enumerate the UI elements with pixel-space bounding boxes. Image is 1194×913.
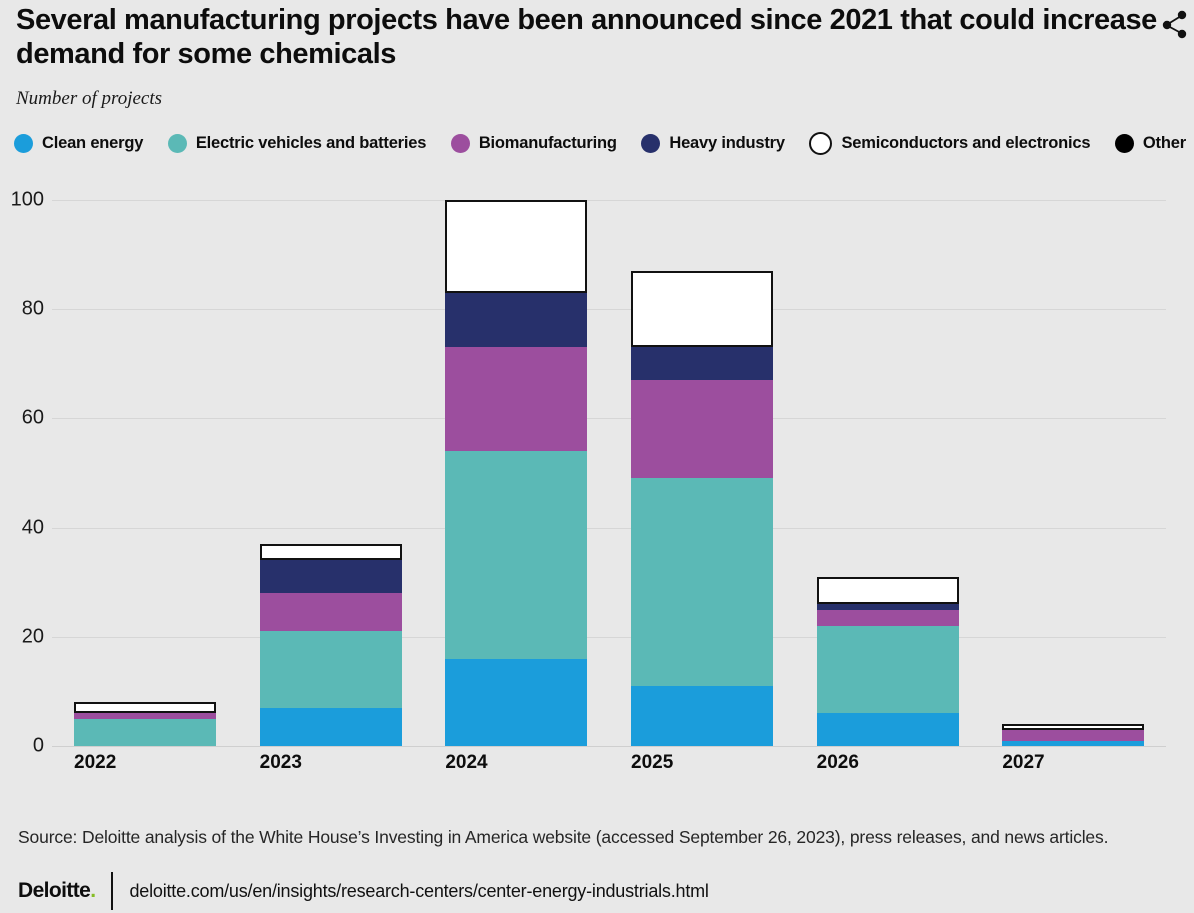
- footer-bar: Deloitte. deloitte.com/us/en/insights/re…: [18, 872, 709, 910]
- gridline-0: [52, 746, 1166, 747]
- bar-segment-2025-2[interactable]: [631, 380, 773, 479]
- legend-item-4[interactable]: Semiconductors and electronics: [809, 131, 1091, 155]
- bar-segment-2023-1[interactable]: [259, 631, 402, 708]
- gridline-20: [52, 636, 1166, 638]
- legend-swatch-icon: [167, 133, 187, 153]
- legend-item-label: Heavy industry: [669, 133, 785, 152]
- bar-stack-2024[interactable]: [445, 200, 588, 746]
- legend-item-label: Other: [1142, 133, 1186, 152]
- legend-swatch-icon: [1114, 133, 1134, 153]
- footer-divider: [111, 872, 114, 910]
- bar-stack-2027[interactable]: [1002, 724, 1145, 746]
- share-icon[interactable]: [1162, 10, 1188, 40]
- gridlines-and-ticks: 0 20 40 60 80 100: [0, 170, 1194, 790]
- legend-swatch-icon: [641, 133, 661, 153]
- bar-segment-2024-4[interactable]: [445, 200, 588, 293]
- y-axis-tick-label: 40: [21, 516, 44, 539]
- x-axis-label-2026: 2026: [816, 752, 859, 773]
- legend-swatch-icon: [14, 133, 33, 153]
- brand-name: Deloitte: [18, 879, 91, 902]
- bar-segment-2023-0[interactable]: [259, 707, 402, 746]
- brand-dot: .: [90, 879, 96, 902]
- bar-segment-2023-2[interactable]: [259, 593, 402, 632]
- bar-segment-2026-3[interactable]: [816, 604, 959, 610]
- bar-segment-2027-0[interactable]: [1002, 740, 1145, 746]
- bar-segment-2024-2[interactable]: [445, 347, 588, 452]
- legend-swatch-icon: [450, 133, 470, 153]
- x-axis-label-2023: 2023: [259, 752, 302, 773]
- x-axis-label-2024: 2024: [445, 752, 488, 773]
- gridline-80: [52, 309, 1166, 311]
- legend-item-1[interactable]: Electric vehicles and batteries: [167, 133, 427, 153]
- bar-segment-2025-4[interactable]: [631, 271, 773, 348]
- x-axis-label-2027: 2027: [1002, 752, 1045, 773]
- bar-segment-2026-2[interactable]: [816, 609, 959, 626]
- gridline-40: [52, 527, 1166, 529]
- source-note: Source: Deloitte analysis of the White H…: [18, 827, 1109, 847]
- bar-segment-2027-2[interactable]: [1002, 729, 1145, 741]
- bar-segment-2023-4[interactable]: [259, 544, 402, 561]
- legend-item-5[interactable]: Other: [1114, 133, 1186, 153]
- gridline-60: [52, 418, 1166, 420]
- bar-segment-2022-1[interactable]: [74, 718, 216, 746]
- bar-segment-2027-4[interactable]: [1002, 724, 1145, 730]
- bar-segment-2024-1[interactable]: [445, 451, 588, 659]
- legend-item-label: Clean energy: [42, 133, 144, 152]
- legend-item-3[interactable]: Heavy industry: [641, 133, 785, 153]
- bars-container: 2022 2023 2024 2025 2026 2027: [52, 170, 1166, 790]
- gridline-100: [52, 200, 1166, 201]
- legend-item-label: Semiconductors and electronics: [841, 133, 1091, 152]
- legend-swatch-icon: [809, 131, 833, 155]
- footer-url[interactable]: deloitte.com/us/en/insights/research-cen…: [129, 880, 709, 901]
- chart-legend: Clean energy Electric vehicles and batter…: [14, 128, 1186, 158]
- bar-stack-2023[interactable]: [259, 544, 402, 746]
- bar-segment-2026-0[interactable]: [816, 713, 959, 746]
- bar-segment-2025-3[interactable]: [631, 347, 773, 381]
- plot-area: 0 20 40 60 80 100 2022 2023 2024 2025 2026 2027: [0, 170, 1194, 790]
- legend-item-label: Biomanufacturing: [478, 133, 617, 152]
- page-title: Several manufacturing projects have been…: [16, 4, 1157, 70]
- legend-item-label: Electric vehicles and batteries: [195, 133, 427, 152]
- bar-segment-2026-4[interactable]: [816, 576, 959, 605]
- y-axis-tick-label: 80: [21, 297, 44, 320]
- x-axis-label-2025: 2025: [631, 752, 674, 773]
- y-axis-tick-label: 0: [32, 734, 44, 757]
- bar-segment-2025-0[interactable]: [631, 685, 773, 746]
- deloitte-logo: Deloitte.: [18, 879, 111, 903]
- bar-segment-2024-3[interactable]: [445, 292, 588, 348]
- bar-stack-2022[interactable]: [74, 702, 216, 746]
- chart-subtitle: Number of projects: [16, 88, 163, 109]
- legend-item-2[interactable]: Biomanufacturing: [450, 133, 617, 153]
- bar-segment-2026-1[interactable]: [816, 625, 959, 714]
- x-axis-label-2022: 2022: [74, 752, 117, 773]
- legend-item-0[interactable]: Clean energy: [14, 133, 144, 153]
- bar-stack-2025[interactable]: [631, 271, 773, 746]
- bar-segment-2022-2[interactable]: [74, 713, 216, 719]
- y-axis-tick-label: 20: [21, 625, 44, 648]
- bar-segment-2025-1[interactable]: [631, 478, 773, 686]
- bar-segment-2022-4[interactable]: [74, 702, 216, 714]
- y-axis-tick-label: 100: [10, 188, 44, 211]
- bar-segment-2024-0[interactable]: [445, 658, 588, 746]
- bar-segment-2023-3[interactable]: [259, 560, 402, 594]
- y-axis-tick-label: 60: [21, 406, 44, 429]
- bar-stack-2026[interactable]: [816, 576, 959, 746]
